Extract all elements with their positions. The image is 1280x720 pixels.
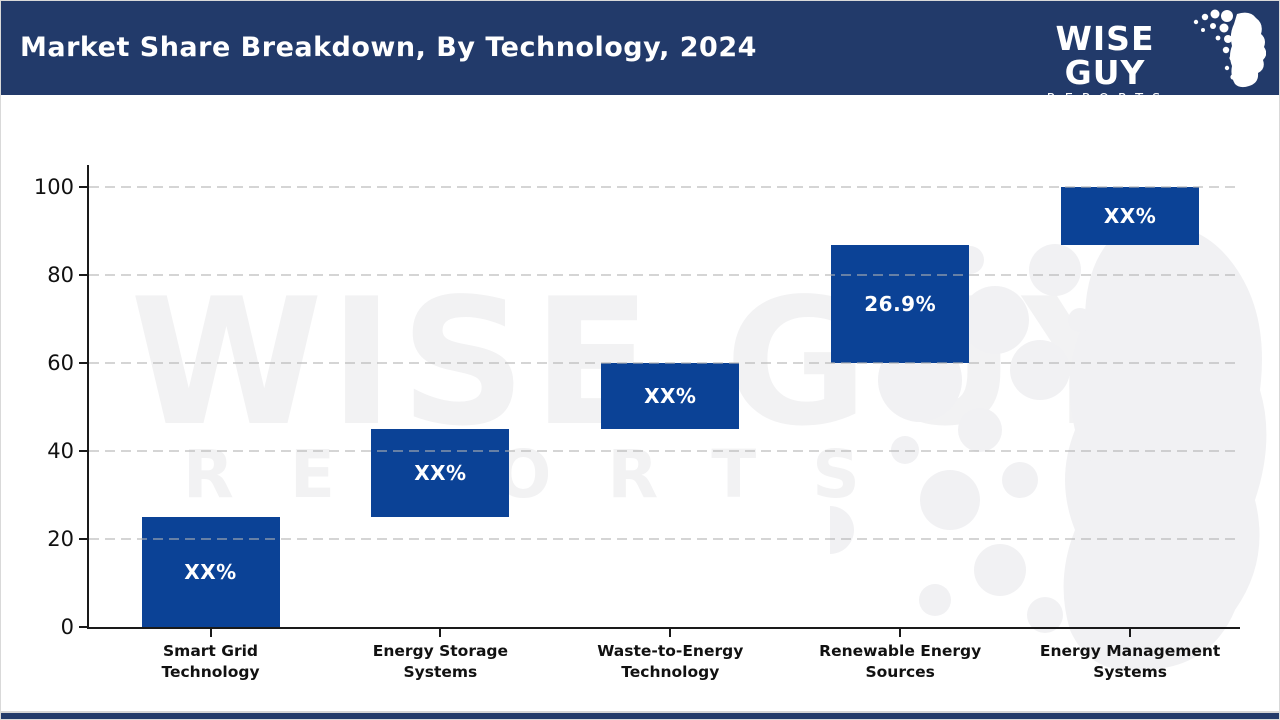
y-tick-label-0: 0 — [60, 615, 74, 639]
y-tick-mark-100 — [79, 186, 87, 188]
x-tick-mark-2 — [439, 629, 442, 637]
logo-face-icon — [1193, 9, 1266, 88]
gridline-20 — [89, 538, 1240, 540]
chart-title: Market Share Breakdown, By Technology, 2… — [20, 32, 757, 63]
bar-smart-grid-technology: XX% — [141, 517, 280, 627]
x-tick-mark-5 — [1129, 629, 1132, 637]
y-tick-label-40: 40 — [47, 439, 74, 463]
bar-energy-management-systems: XX% — [1061, 187, 1200, 245]
x-axis-label-smart-grid-technology: Smart Grid Technology — [161, 642, 260, 681]
watermark-face-icon — [830, 224, 1267, 671]
gridline-40 — [89, 450, 1240, 452]
x-axis-line — [87, 627, 1240, 629]
y-tick-label-20: 20 — [47, 527, 74, 551]
wiseguy-logo: WISE GUY REPORTS — [1016, 8, 1266, 107]
y-tick-mark-40 — [79, 450, 87, 452]
header-banner: Market Share Breakdown, By Technology, 2… — [0, 0, 1280, 107]
x-axis-label-energy-storage-systems: Energy Storage Systems — [372, 642, 509, 681]
bar-value-label: XX% — [644, 384, 697, 408]
x-tick-mark-3 — [669, 629, 672, 637]
y-tick-label-80: 80 — [47, 263, 74, 287]
y-tick-mark-80 — [79, 274, 87, 276]
bar-value-label: XX% — [414, 461, 467, 485]
y-tick-label-100: 100 — [33, 175, 74, 199]
bar-energy-storage-systems: XX% — [371, 429, 510, 517]
logo-text: WISE GUY REPORTS — [1016, 19, 1194, 108]
gridline-100 — [89, 186, 1240, 188]
bar-value-label: XX% — [1103, 203, 1157, 228]
bar-value-label: 26.9% — [864, 291, 937, 316]
y-tick-mark-60 — [79, 362, 87, 364]
y-tick-mark-0 — [79, 626, 87, 628]
bar-renewable-energy-sources: 26.9% — [831, 244, 970, 363]
y-tick-label-60: 60 — [47, 351, 74, 375]
x-axis-label-renewable-energy-sources: Renewable Energy Sources — [819, 642, 982, 681]
x-axis-label-energy-management-systems: Energy Management Systems — [1039, 642, 1221, 681]
logo-subtext: REPORTS — [1046, 92, 1170, 107]
footer-bar — [0, 711, 1280, 720]
y-axis-line — [87, 165, 89, 629]
y-tick-mark-20 — [79, 538, 87, 540]
x-tick-mark-4 — [899, 629, 902, 637]
bar-waste-to-energy-technology: XX% — [601, 363, 740, 429]
logo-wordmark: WISE GUY — [1055, 19, 1155, 92]
x-tick-mark-1 — [209, 629, 212, 637]
x-axis-label-waste-to-energy-technology: Waste-to-Energy Technology — [597, 642, 744, 681]
gridline-60 — [89, 362, 1240, 364]
gridline-80 — [89, 274, 1240, 276]
watermark-text-reports: REPORTS — [183, 436, 916, 513]
bar-value-label: XX% — [184, 560, 237, 584]
